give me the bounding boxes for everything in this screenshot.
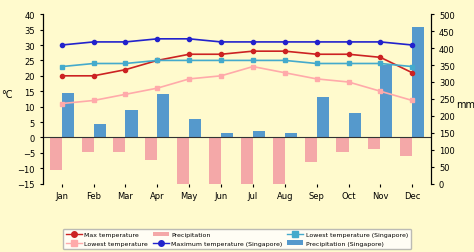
Bar <box>145 138 157 160</box>
Bar <box>209 138 221 252</box>
Bar <box>126 111 137 138</box>
Bar <box>304 138 317 163</box>
Bar <box>82 138 94 153</box>
Bar <box>380 66 392 138</box>
Y-axis label: °C: °C <box>0 89 12 100</box>
Legend: Max temperature, Lowest temperature, Precipitation, Maximum temperature (Singapo: Max temperature, Lowest temperature, Pre… <box>63 229 411 249</box>
Bar <box>62 94 74 138</box>
Bar <box>157 95 170 138</box>
Bar <box>189 119 201 138</box>
Y-axis label: mm: mm <box>456 100 474 110</box>
Bar <box>94 124 106 138</box>
Bar <box>317 97 329 138</box>
Bar <box>253 132 265 138</box>
Bar <box>368 138 380 149</box>
Bar <box>177 138 189 224</box>
Bar <box>285 133 297 138</box>
Bar <box>241 138 253 219</box>
Bar <box>400 138 412 156</box>
Bar <box>337 138 348 153</box>
Bar <box>50 138 62 170</box>
Bar <box>113 138 126 153</box>
Bar <box>348 113 361 138</box>
Bar <box>273 138 285 243</box>
Bar <box>221 133 233 138</box>
Bar <box>412 27 424 138</box>
